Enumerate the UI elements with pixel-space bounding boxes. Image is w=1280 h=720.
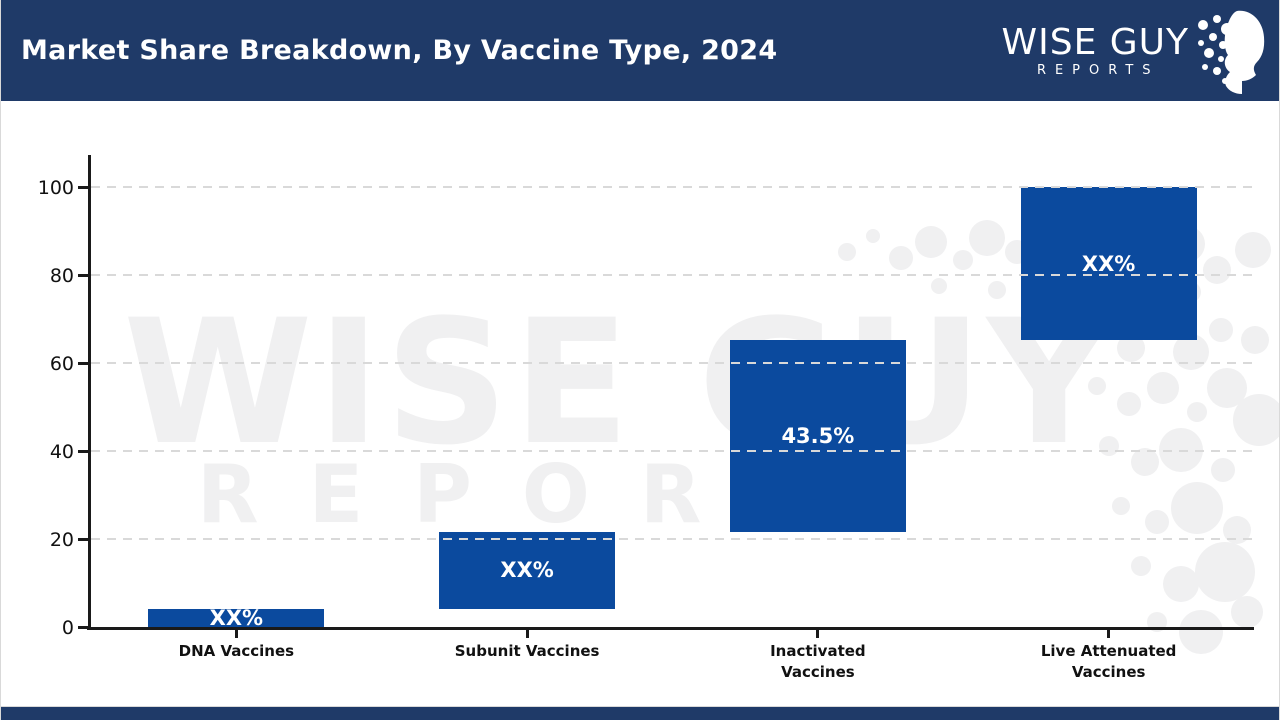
bar-value-label: XX%: [209, 606, 264, 631]
header-bar: Market Share Breakdown, By Vaccine Type,…: [1, 0, 1279, 101]
gridline-100: [91, 186, 1254, 188]
category-label-subunit-vaccines: Subunit Vaccines: [454, 642, 600, 660]
y-tick-40: [78, 450, 88, 453]
category-label-dna-vaccines: DNA Vaccines: [178, 642, 295, 660]
y-tick-20: [78, 538, 88, 541]
bar-subunit-vaccines: XX%: [439, 531, 616, 610]
category-label-live-attenuated-vaccines: Live Attenuated Vaccines: [1040, 642, 1177, 681]
gridline-80: [91, 274, 1254, 276]
brand-logo: WISE GUY REPORTS: [1002, 6, 1268, 96]
x-tick-2: [816, 630, 820, 638]
y-tick-100: [78, 186, 88, 189]
brand-subname: REPORTS: [1036, 62, 1160, 78]
y-axis-line: [88, 155, 91, 630]
bar-value-label: XX%: [500, 558, 554, 583]
x-tick-3: [1107, 630, 1111, 638]
y-tick-0: [78, 626, 88, 629]
footer-bar: [1, 707, 1279, 720]
y-tick-label-40: 40: [49, 441, 74, 463]
gridline-60: [91, 362, 1254, 364]
y-tick-label-80: 80: [49, 265, 74, 287]
brand-logo-text: WISE GUY REPORTS: [1001, 21, 1190, 78]
brand-name: WISE GUY: [1001, 21, 1189, 63]
y-tick-60: [78, 362, 88, 365]
y-tick-80: [78, 274, 88, 277]
x-tick-0: [234, 630, 238, 638]
x-tick-1: [525, 630, 529, 638]
x-axis-line: [87, 627, 1254, 630]
watermark-text: WISE GUY: [123, 282, 1116, 483]
page-title: Market Share Breakdown, By Vaccine Type,…: [21, 35, 778, 66]
gridline-20: [91, 538, 1254, 540]
brand-face-icon: [1198, 10, 1265, 95]
y-tick-label-100: 100: [37, 177, 74, 199]
y-tick-label-0: 0: [61, 617, 74, 639]
bar-live-attenuated-vaccines: XX%: [1020, 187, 1197, 341]
gridline-40: [91, 450, 1254, 452]
y-tick-label-60: 60: [49, 353, 74, 375]
bar-dna-vaccines: XX%: [148, 606, 325, 631]
category-label-inactivated-vaccines: Inactivated Vaccines: [770, 642, 866, 681]
bar-value-label: XX%: [1081, 251, 1136, 276]
y-tick-label-20: 20: [49, 529, 74, 551]
bar-value-label: 43.5%: [781, 423, 855, 448]
bar-inactivated-vaccines: 43.5%: [729, 340, 906, 532]
